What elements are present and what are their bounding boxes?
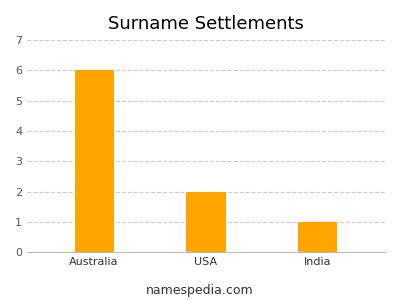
Bar [74, 70, 114, 252]
Title: Surname Settlements: Surname Settlements [108, 15, 304, 33]
Text: namespedia.com: namespedia.com [146, 284, 254, 297]
Bar [298, 222, 338, 252]
Bar [186, 192, 226, 252]
